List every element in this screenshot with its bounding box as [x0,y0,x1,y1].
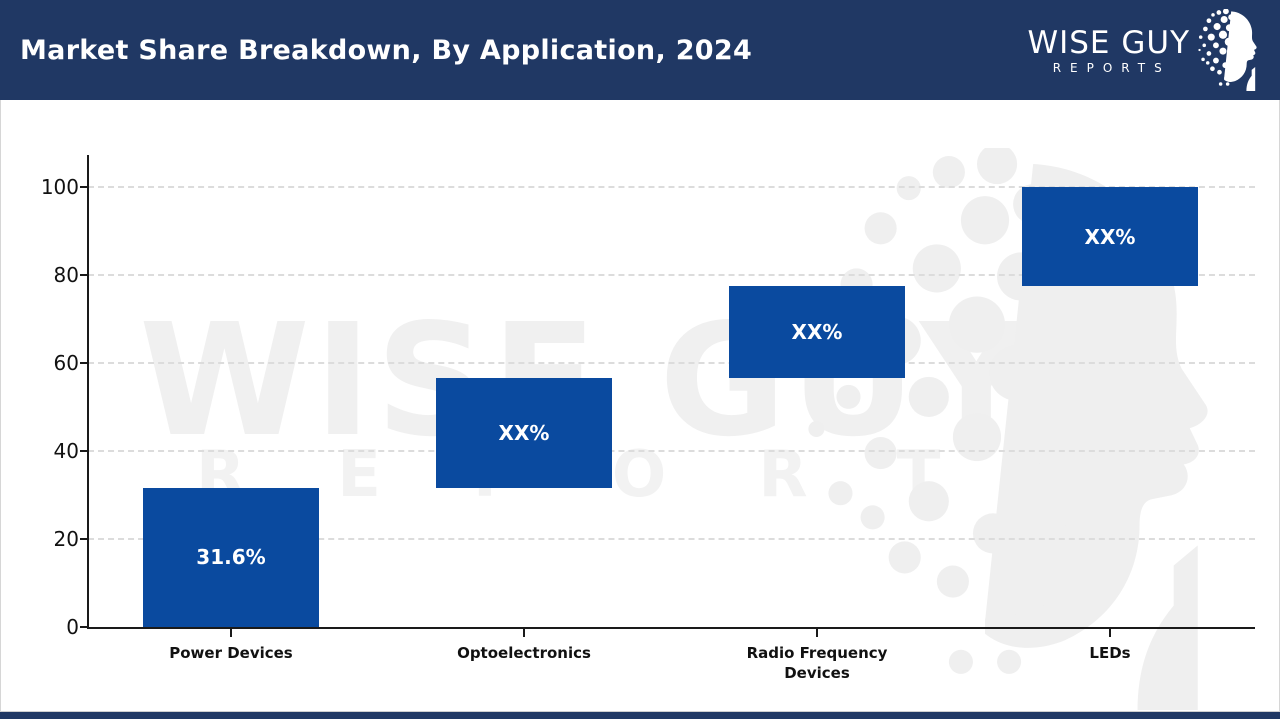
bar-value-label: XX% [1084,224,1136,249]
footer-bar [0,712,1280,719]
chart-region: WISE GUY REPORTS 0 20 40 60 80 100 31.6% XX% XX%… [0,100,1280,712]
y-tick-mark [80,362,88,364]
y-tick-label: 100 [40,175,79,199]
y-tick-mark [80,538,88,540]
x-tick-mark [1109,629,1111,637]
y-tick-label: 40 [53,439,79,463]
y-tick-mark [80,186,88,188]
dotted-head-profile-icon [1198,9,1257,91]
y-gridline [88,186,1255,188]
y-tick-label: 80 [53,263,79,287]
x-axis-line [87,627,1255,629]
y-tick-mark [80,450,88,452]
y-gridline [88,538,1255,540]
page-title: Market Share Breakdown, By Application, … [20,34,753,66]
x-category-label: Optoelectronics [457,644,591,662]
x-category-label: Power Devices [169,644,293,662]
bar-segment: XX% [729,286,905,378]
y-tick-mark [80,626,88,628]
bar-segment: XX% [436,377,612,488]
wiseguy-logo-text: WISE GUY REPORTS [1027,26,1190,75]
wiseguy-logo: WISE GUY REPORTS [1016,8,1266,92]
logo-reports-label: REPORTS [1052,60,1171,75]
x-tick-mark [816,629,818,637]
y-gridline [88,450,1255,452]
x-tick-mark [230,629,232,637]
watermark-head-profile-icon [808,148,1208,710]
app-header: Market Share Breakdown, By Application, … [0,0,1280,100]
y-tick-label: 20 [53,527,79,551]
y-gridline [88,274,1255,276]
y-tick-label: 0 [66,615,79,639]
x-category-label: LEDs [1089,644,1131,662]
bar-value-label: XX% [498,420,550,445]
bar-value-label: XX% [791,320,843,345]
y-axis-line [87,155,89,629]
y-tick-mark [80,274,88,276]
y-tick-label: 60 [53,351,79,375]
y-gridline [88,362,1255,364]
x-category-label: Radio Frequency Devices [746,644,888,682]
bar-value-label: 31.6% [196,545,266,570]
bar-segment: XX% [1022,187,1198,287]
bar-segment: 31.6% [143,487,319,627]
x-tick-mark [523,629,525,637]
logo-wise-guy-label: WISE GUY [1027,24,1190,61]
